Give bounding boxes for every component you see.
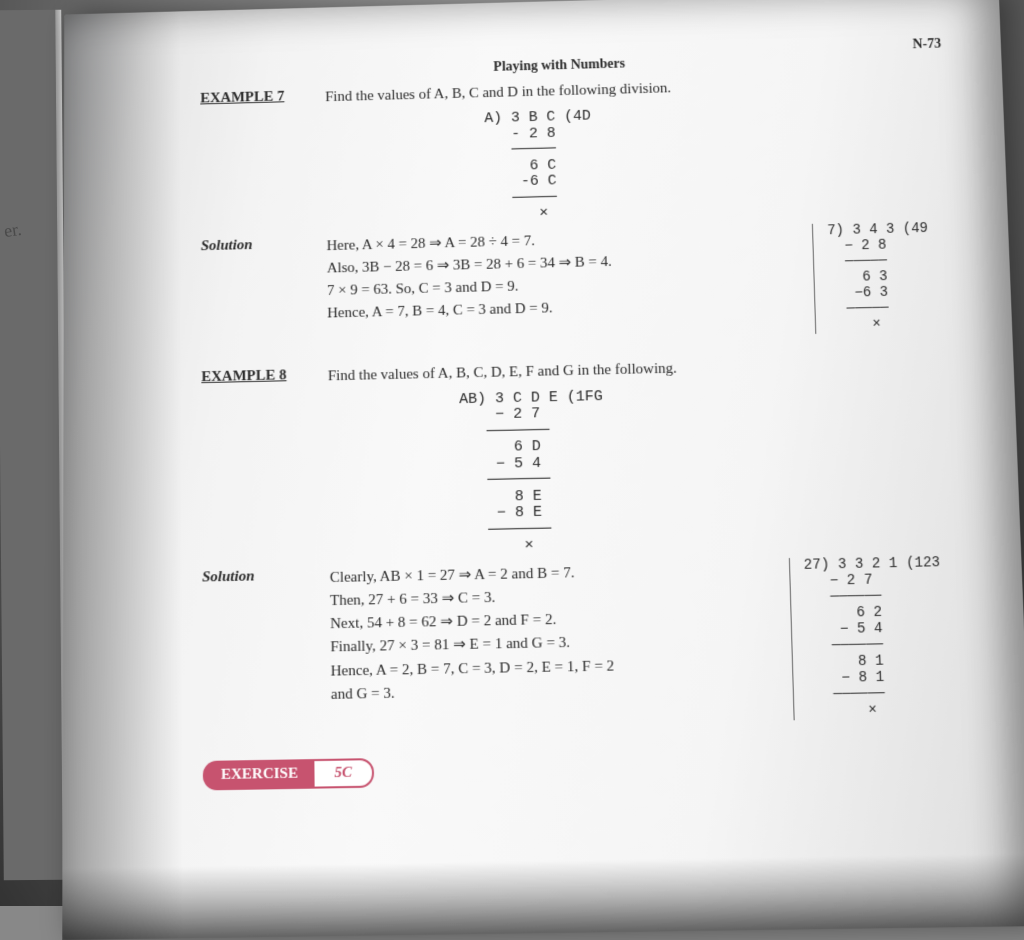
example7-label: EXAMPLE 7	[200, 88, 307, 107]
exercise-word: EXERCISE	[203, 759, 314, 790]
example8-solution-body: Clearly, AB × 1 = 27 ⇒ A = 2 and B = 7. …	[330, 558, 766, 707]
page: Playing with Numbers N-73 EXAMPLE 7 Find…	[62, 0, 1024, 940]
page-number: N-73	[912, 37, 941, 53]
example8-solution-row: Solution Clearly, AB × 1 = 27 ⇒ A = 2 an…	[202, 555, 946, 730]
example8-statement: Find the values of A, B, C, D, E, F and …	[328, 353, 933, 387]
exercise-number: 5C	[312, 758, 374, 789]
bottom-shadow	[62, 853, 1024, 940]
book-wrapper: Playing with Numbers N-73 EXAMPLE 7 Find…	[0, 0, 1024, 906]
example7-solution-label: Solution	[201, 235, 309, 254]
example7-side-division: 7) 3 4 3 (49 − 2 8 ───── 6 3 −6 3 ───── …	[812, 221, 932, 334]
example8-label: EXAMPLE 8	[201, 366, 310, 385]
example7-solution-row: Solution Here, A × 4 = 28 ⇒ A = 28 ÷ 4 =…	[201, 221, 932, 348]
example8-division: AB) 3 C D E (1FG − 2 7 ─────── 6 D − 5 4…	[459, 381, 939, 556]
example7-division: A) 3 B C (4D - 2 8 ───── 6 C -6 C ───── …	[484, 100, 927, 223]
exercise-pill: EXERCISE 5C	[203, 758, 375, 790]
spine-shadow	[62, 11, 183, 940]
example8-side-division: 27) 3 3 2 1 (123 − 2 7 ────── 6 2 − 5 4 …	[788, 555, 945, 720]
example7-solution-body: Here, A × 4 = 28 ⇒ A = 28 ÷ 4 = 7. Also,…	[327, 224, 789, 326]
example8-solution-label: Solution	[202, 567, 312, 586]
